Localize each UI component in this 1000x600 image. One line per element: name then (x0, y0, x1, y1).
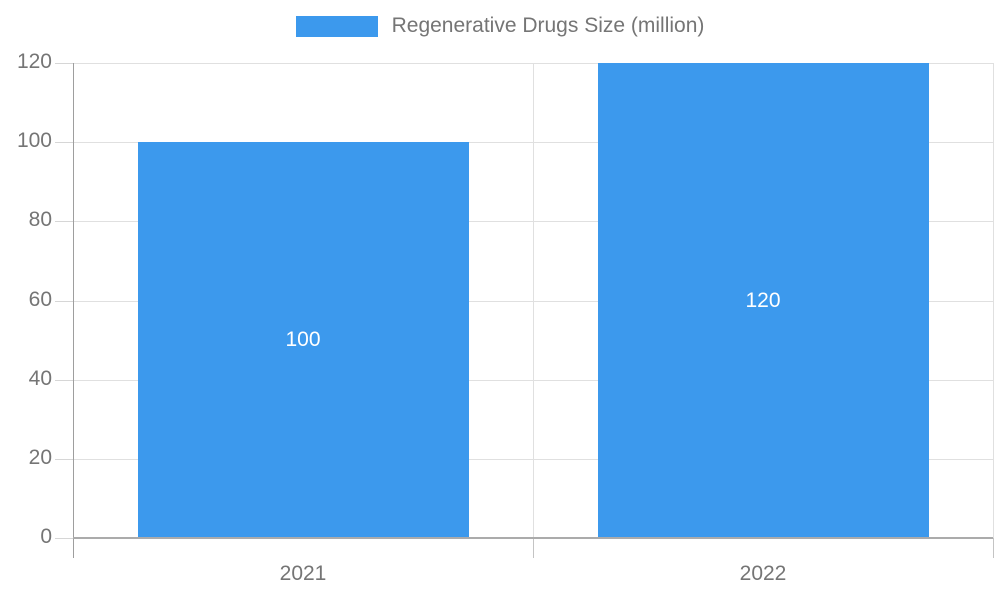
y-tick-label: 100 (16, 129, 52, 152)
bar (598, 63, 929, 537)
y-tick (55, 63, 73, 64)
x-tick (533, 538, 534, 558)
y-tick-label: 0 (40, 525, 52, 548)
y-tick (55, 459, 73, 460)
x-tick (993, 538, 994, 558)
y-tick-label: 60 (28, 288, 52, 311)
y-axis-line (73, 63, 74, 558)
x-tick-label: 2021 (279, 562, 327, 585)
y-tick-label: 120 (16, 50, 52, 73)
y-tick-label: 20 (28, 446, 52, 469)
bar-value-label: 100 (285, 328, 321, 351)
y-tick (55, 380, 73, 381)
y-tick (55, 221, 73, 222)
legend-swatch (295, 15, 378, 37)
x-tick-label: 2022 (739, 562, 787, 585)
v-gridline (993, 63, 994, 538)
legend[interactable]: Regenerative Drugs Size (million) (0, 14, 1000, 38)
bar (138, 142, 469, 537)
v-gridline (533, 63, 534, 538)
legend-label: Regenerative Drugs Size (million) (391, 14, 705, 37)
bar-value-label: 120 (745, 288, 781, 312)
y-tick-label: 40 (28, 367, 52, 390)
y-tick (55, 538, 73, 539)
y-tick (55, 301, 73, 302)
x-axis-line (73, 537, 993, 539)
y-tick-label: 80 (28, 208, 52, 231)
y-tick (55, 142, 73, 143)
